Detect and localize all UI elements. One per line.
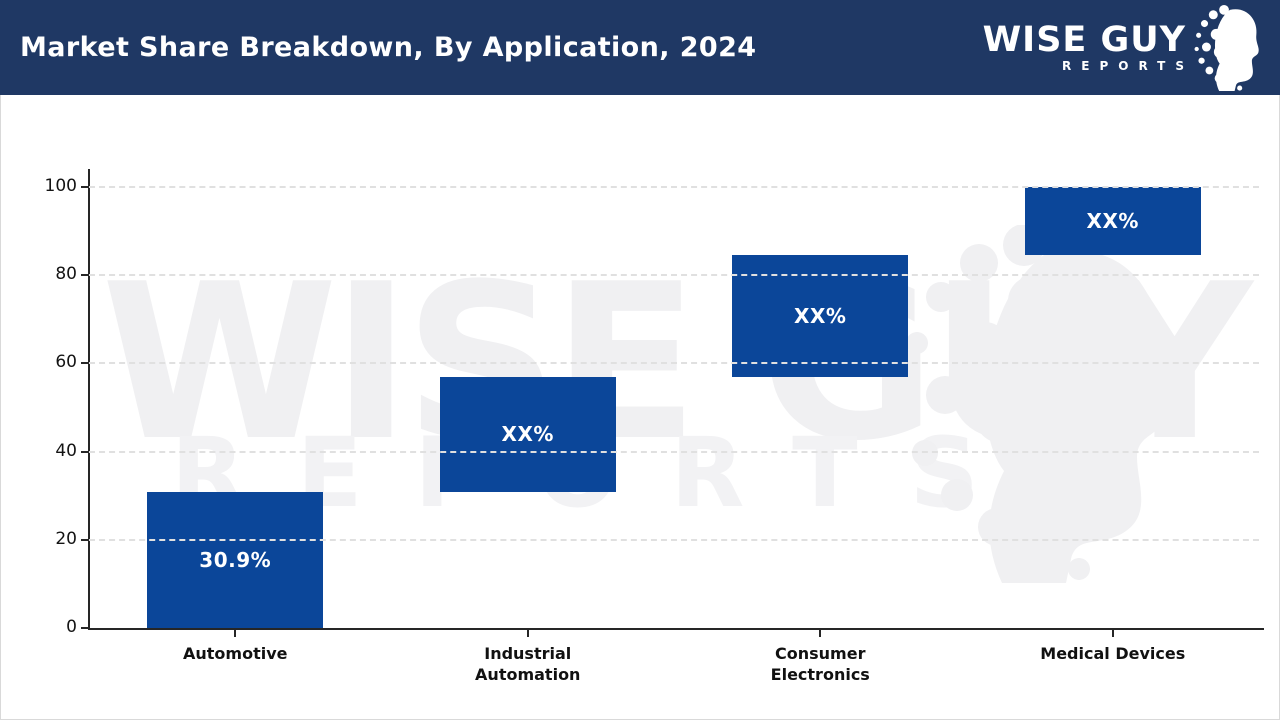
bar-medical-devices: XX% — [1024, 187, 1201, 255]
logo-subtitle: REPORTS — [1062, 58, 1194, 73]
dotted-head-icon — [1194, 4, 1259, 91]
wise-guy-reports-logo: WISE GUY REPORTS — [983, 4, 1262, 91]
bar-industrial-automation: XX% — [439, 377, 616, 492]
gridline-100 — [89, 186, 1259, 188]
x-tick — [526, 630, 529, 637]
gridline-20 — [89, 538, 1259, 541]
x-axis-label-medical-devices: Medical Devices — [1040, 644, 1186, 663]
bar-automotive: 30.9% — [147, 491, 324, 628]
page-title: Market Share Breakdown, By Application, … — [20, 32, 757, 63]
x-axis-line — [88, 628, 1264, 630]
bar-value-label-automotive: 30.9% — [199, 547, 272, 572]
y-tick — [81, 362, 89, 365]
x-axis-label-industrial-automation: Industrial Automation — [475, 644, 581, 684]
y-tick — [81, 186, 89, 188]
y-tick — [81, 627, 89, 629]
chart-card: WISE GUY REPORTS 02040608010030.9%Automo… — [0, 95, 1280, 720]
gridline-60 — [89, 362, 1259, 365]
x-tick — [234, 630, 237, 637]
y-tick-label: 80 — [55, 264, 77, 285]
logo-text: WISE GUY REPORTS — [983, 22, 1186, 74]
bar-value-label-industrial-automation: XX% — [501, 422, 554, 447]
y-tick — [81, 274, 89, 277]
plot-area: 0 20 40 60 80 100 30.9% Automotive XX% Industrial… — [1, 95, 1279, 719]
bar-value-label-consumer-electronics: XX% — [794, 303, 847, 328]
x-tick — [819, 630, 822, 637]
y-tick-label: 0 — [66, 617, 77, 637]
header-bar: Market Share Breakdown, By Application, … — [0, 0, 1280, 95]
gridline-80 — [89, 274, 1259, 277]
bar-value-label-medical-devices: XX% — [1086, 208, 1139, 233]
y-tick-label: 20 — [55, 528, 77, 549]
y-tick-label: 60 — [55, 352, 77, 373]
y-axis-line — [88, 169, 90, 629]
logo-wordmark: WISE GUY — [982, 19, 1186, 60]
gridline-40 — [89, 450, 1259, 453]
y-tick — [81, 538, 89, 541]
y-tick-label: 100 — [44, 176, 77, 196]
x-tick — [1111, 630, 1114, 637]
x-axis-label-consumer-electronics: Consumer Electronics — [770, 644, 870, 684]
y-tick — [81, 450, 89, 453]
y-tick-label: 40 — [55, 440, 77, 461]
x-axis-label-automotive: Automotive — [183, 644, 288, 663]
